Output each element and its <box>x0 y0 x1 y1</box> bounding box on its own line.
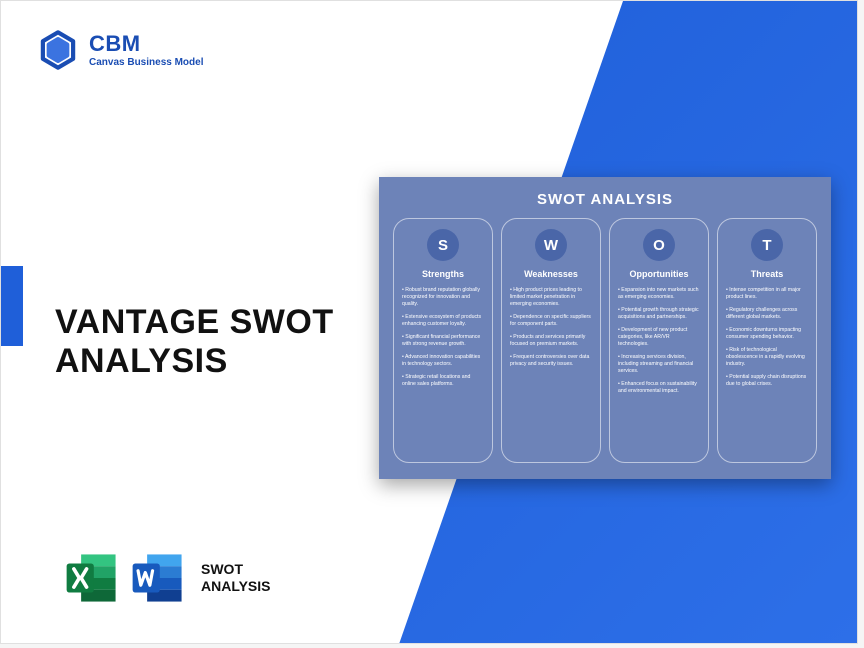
swot-item: • Risk of technological obsolescence in … <box>726 347 808 368</box>
page-title-line2: ANALYSIS <box>55 342 334 381</box>
swot-items: • Expansion into new markets such as eme… <box>618 287 700 395</box>
swot-letter: T <box>751 229 783 261</box>
swot-item: • Strategic retail locations and online … <box>402 374 484 388</box>
word-icon <box>129 549 187 607</box>
swot-heading: Opportunities <box>630 269 689 279</box>
swot-items: • Intense competition in all major produ… <box>726 287 808 388</box>
swot-column: S Strengths • Robust brand reputation glob… <box>393 218 493 463</box>
swot-heading: Strengths <box>422 269 464 279</box>
brand-title: CBM <box>89 32 203 56</box>
swot-item: • Products and services primarily focuse… <box>510 334 592 348</box>
format-label: SWOT ANALYSIS <box>201 561 271 595</box>
format-label-line2: ANALYSIS <box>201 578 271 595</box>
swot-heading: Threats <box>751 269 784 279</box>
brand-text: CBM Canvas Business Model <box>89 32 203 67</box>
swot-card: SWOT ANALYSIS S Strengths • Robust brand r… <box>379 177 831 479</box>
swot-heading: Weaknesses <box>524 269 578 279</box>
swot-item: • High product prices leading to limited… <box>510 287 592 308</box>
swot-column: T Threats • Intense competition in all maj… <box>717 218 817 463</box>
swot-item: • Expansion into new markets such as eme… <box>618 287 700 301</box>
page-title: VANTAGE SWOT ANALYSIS <box>55 303 334 381</box>
swot-letter: S <box>427 229 459 261</box>
swot-column: W Weaknesses • High product prices leading… <box>501 218 601 463</box>
swot-items: • High product prices leading to limited… <box>510 287 592 368</box>
page: CBM Canvas Business Model VANTAGE SWOT A… <box>0 0 858 644</box>
swot-item: • Potential supply chain disruptions due… <box>726 374 808 388</box>
swot-item: • Development of new product categories,… <box>618 327 700 348</box>
brand-logo: CBM Canvas Business Model <box>37 29 203 71</box>
swot-column: O Opportunities • Expansion into new marke… <box>609 218 709 463</box>
swot-item: • Intense competition in all major produ… <box>726 287 808 301</box>
swot-item: • Regulatory challenges across different… <box>726 307 808 321</box>
swot-item: • Significant financial performance with… <box>402 334 484 348</box>
brand-subtitle: Canvas Business Model <box>89 57 203 68</box>
swot-item: • Extensive ecosystem of products enhanc… <box>402 314 484 328</box>
swot-items: • Robust brand reputation globally recog… <box>402 287 484 388</box>
swot-item: • Dependence on specific suppliers for c… <box>510 314 592 328</box>
brand-logo-icon <box>37 29 79 71</box>
swot-item: • Robust brand reputation globally recog… <box>402 287 484 308</box>
swot-item: • Economic downturns impacting consumer … <box>726 327 808 341</box>
excel-icon <box>63 549 121 607</box>
page-title-line1: VANTAGE SWOT <box>55 303 334 342</box>
swot-item: • Enhanced focus on sustainability and e… <box>618 381 700 395</box>
left-accent-bar <box>1 266 23 346</box>
swot-item: • Increasing services division, includin… <box>618 354 700 375</box>
swot-item: • Frequent controversies over data priva… <box>510 354 592 368</box>
swot-item: • Potential growth through strategic acq… <box>618 307 700 321</box>
format-row: SWOT ANALYSIS <box>63 549 271 607</box>
swot-item: • Advanced innovation capabilities in te… <box>402 354 484 368</box>
swot-letter: W <box>535 229 567 261</box>
swot-columns: S Strengths • Robust brand reputation glob… <box>393 218 817 463</box>
swot-title: SWOT ANALYSIS <box>393 191 817 208</box>
swot-letter: O <box>643 229 675 261</box>
format-label-line1: SWOT <box>201 561 271 578</box>
